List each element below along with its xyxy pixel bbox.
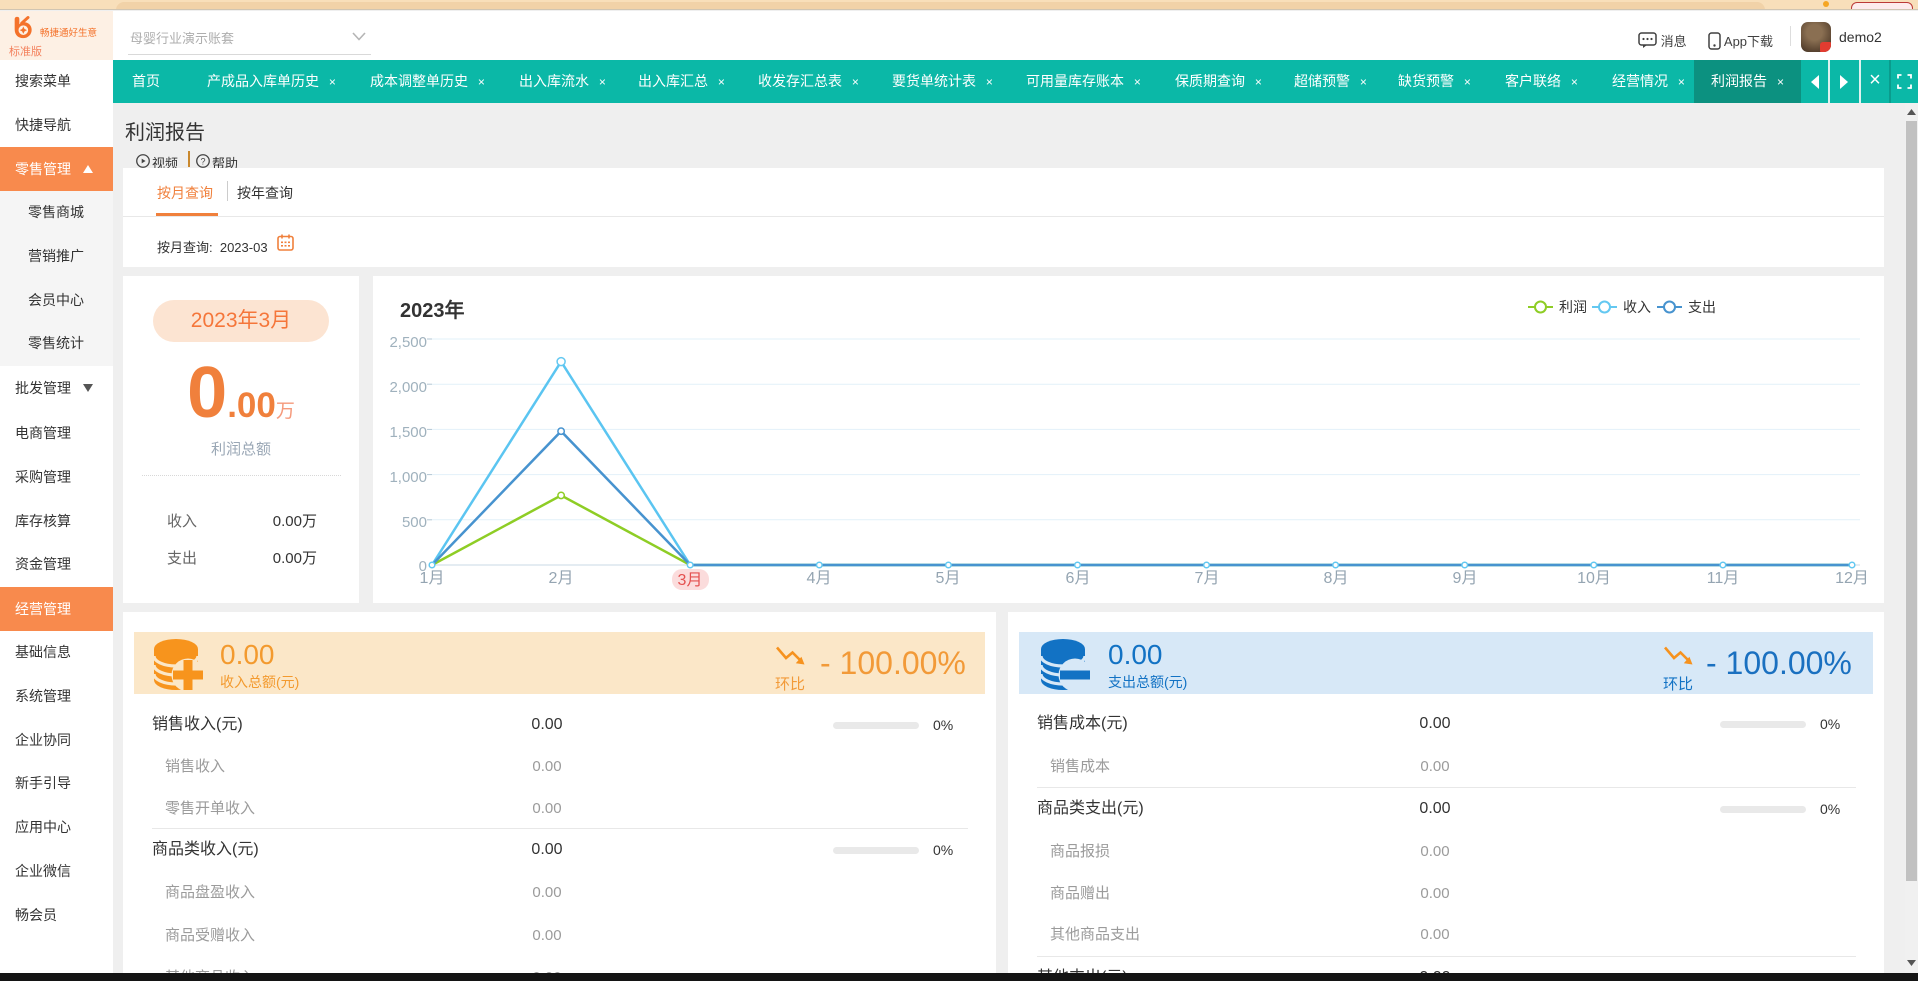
svg-text:10月: 10月: [1577, 570, 1611, 587]
svg-text:9月: 9月: [1453, 570, 1478, 587]
svg-text:12月: 12月: [1835, 570, 1869, 587]
svg-text:1,500: 1,500: [389, 424, 427, 441]
svg-text:2,500: 2,500: [389, 334, 427, 351]
svg-text:6月: 6月: [1066, 570, 1091, 587]
svg-text:8月: 8月: [1324, 570, 1349, 587]
svg-text:0: 0: [419, 558, 427, 575]
svg-text:500: 500: [402, 514, 427, 531]
svg-text:利润: 利润: [1559, 299, 1587, 315]
svg-text:3月: 3月: [678, 572, 703, 589]
svg-text:2月: 2月: [549, 570, 574, 587]
svg-text:11月: 11月: [1707, 570, 1740, 587]
svg-text:7月: 7月: [1195, 570, 1220, 587]
svg-text:1,000: 1,000: [389, 469, 427, 486]
svg-text:1月: 1月: [420, 570, 445, 587]
svg-text:?: ?: [200, 156, 205, 166]
svg-text:4月: 4月: [807, 570, 832, 587]
svg-text:收入: 收入: [1623, 299, 1651, 315]
svg-text:2,000: 2,000: [389, 379, 427, 396]
svg-text:支出: 支出: [1688, 299, 1716, 315]
svg-text:5月: 5月: [936, 570, 961, 587]
